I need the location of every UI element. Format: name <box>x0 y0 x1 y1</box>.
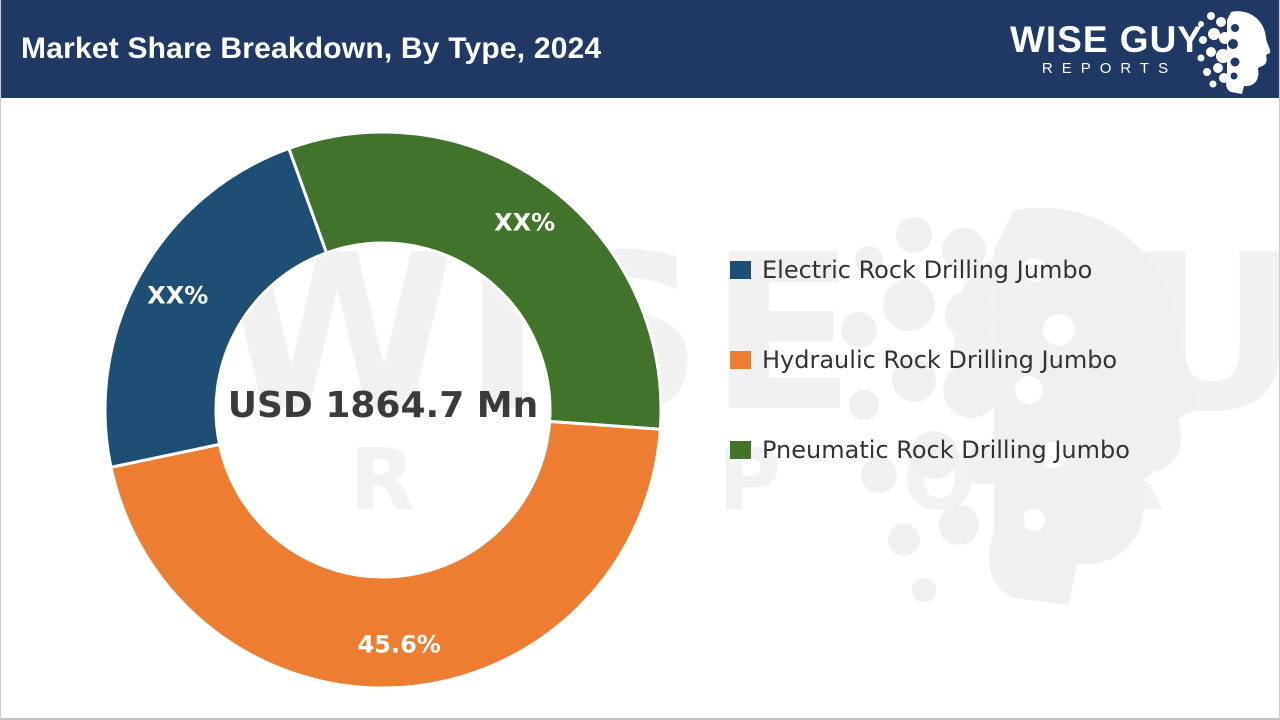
donut-segment <box>109 420 662 690</box>
legend-swatch-electric <box>730 261 751 279</box>
legend-label: Pneumatic Rock Drilling Jumbo <box>762 436 1130 464</box>
page-title: Market Share Breakdown, By Type, 2024 <box>21 32 602 65</box>
donut-segment <box>103 146 328 469</box>
donut-chart: XX% 45.6% XX% <box>103 130 663 690</box>
legend-swatch-pneumatic <box>730 441 751 459</box>
legend-swatch-hydraulic <box>730 351 751 369</box>
legend-label: Hydraulic Rock Drilling Jumbo <box>762 346 1118 374</box>
donut-segment-label: XX% <box>494 209 555 237</box>
header-bar: Market Share Breakdown, By Type, 2024 WI… <box>1 0 1279 98</box>
donut-segment <box>287 130 663 431</box>
chart-legend: Electric Rock Drilling Jumbo Hydraulic R… <box>730 252 1130 522</box>
logo-subtitle: REPORTS <box>1041 60 1178 77</box>
legend-item-pneumatic: Pneumatic Rock Drilling Jumbo <box>730 432 1130 468</box>
watermark-face-icon <box>841 207 1196 606</box>
chart-center-value: USD 1864.7 Mn <box>227 385 539 426</box>
logo-text: WISE GUY REPORTS <box>1009 19 1203 77</box>
legend-item-electric: Electric Rock Drilling Jumbo <box>730 252 1130 288</box>
donut-segment-label: XX% <box>147 281 208 309</box>
legend-label: Electric Rock Drilling Jumbo <box>762 256 1093 284</box>
donut-segment-label: 45.6% <box>358 630 441 658</box>
legend-item-hydraulic: Hydraulic Rock Drilling Jumbo <box>730 342 1130 378</box>
logo-face-icon <box>1197 11 1271 94</box>
logo-wordmark: WISE GUY <box>1009 19 1203 60</box>
wise-guy-logo: WISE GUY REPORTS <box>1010 6 1271 94</box>
